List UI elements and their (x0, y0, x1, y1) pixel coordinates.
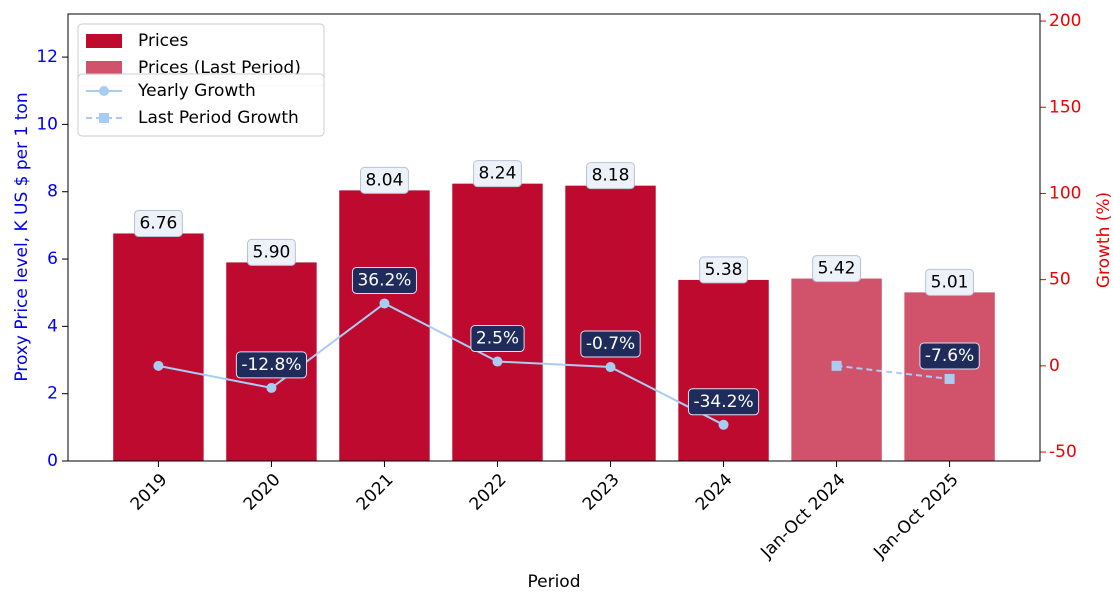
y-tick-label: 2 (47, 384, 58, 404)
bar (452, 183, 543, 461)
growth-label: 36.2% (351, 266, 417, 294)
bar-label-text: 8.18 (592, 166, 630, 186)
growth-label-text: -12.8% (241, 355, 301, 375)
growth-label-text: 36.2% (357, 270, 411, 290)
growth-label: -7.6% (919, 342, 980, 370)
growth-label-box (351, 266, 417, 294)
x-tick-label: 2020 (240, 470, 285, 515)
y2-axis-label: Growth (%) (1094, 192, 1113, 288)
y2-tick-label: 0 (1049, 356, 1060, 376)
bar (678, 279, 769, 461)
legend-label: Last Period Growth (138, 108, 299, 128)
bar-label-text: 5.90 (253, 242, 291, 262)
bar-label-text: 5.38 (705, 260, 743, 280)
bar-label: 5.42 (812, 255, 861, 283)
legend-marker (99, 86, 109, 96)
growth-label: -0.7% (580, 330, 641, 358)
x-tick-label: 2023 (579, 470, 624, 515)
growth-label: -12.8% (235, 351, 308, 379)
y2-tick-label: 50 (1049, 270, 1071, 290)
marker (831, 360, 842, 371)
growth-label-box (919, 342, 980, 370)
bar-label-box (925, 268, 975, 296)
x-tick-label: 2019 (127, 470, 172, 515)
bar-label-text: 8.24 (479, 164, 517, 184)
growth-label: 2.5% (470, 325, 525, 353)
x-tick-label: 2021 (353, 470, 398, 515)
bar-label: 8.18 (586, 162, 635, 190)
growth-label-text: -7.6% (925, 346, 974, 366)
bar-label: 6.76 (133, 209, 183, 237)
y2-tick-label: -50 (1049, 442, 1077, 462)
growth-label-text: 2.5% (476, 329, 519, 349)
legend-label: Prices (138, 31, 188, 51)
line (836, 364, 950, 380)
y2-tick-label: 200 (1049, 11, 1081, 31)
marker (266, 382, 277, 393)
legend-label: Yearly Growth (137, 81, 256, 101)
line (158, 302, 724, 426)
marker (492, 356, 503, 367)
growth-label-box (235, 351, 308, 379)
growth-label-text: -34.2% (693, 392, 753, 412)
bar-label-box (699, 256, 748, 284)
growth-label: -34.2% (687, 388, 760, 416)
y2-tick-label: 100 (1049, 183, 1081, 203)
marker (944, 373, 955, 384)
x-tick-label: 2024 (692, 470, 737, 515)
bar-label: 5.90 (247, 238, 296, 266)
y-tick-label: 0 (47, 451, 58, 471)
marker (379, 298, 390, 309)
legend-swatch (86, 34, 122, 48)
x-tick-label: 2022 (466, 470, 511, 515)
bar-label-text: 5.42 (818, 259, 856, 279)
bar (565, 185, 656, 461)
growth-label-box (687, 388, 760, 416)
growth-label-box (580, 330, 641, 358)
marker (605, 362, 616, 373)
growth-label-box (470, 325, 525, 353)
bar (113, 233, 204, 461)
bar-label-box (247, 238, 296, 266)
legend-swatch (86, 61, 122, 75)
legend-label: Prices (Last Period) (138, 58, 301, 78)
bar-label: 5.38 (699, 256, 748, 284)
y-tick-label: 6 (47, 249, 58, 269)
y-tick-label: 10 (36, 114, 58, 134)
bar-label-text: 6.76 (139, 213, 177, 233)
bar-label-box (360, 166, 409, 194)
marker (718, 419, 729, 430)
legend-frame (77, 73, 325, 137)
bar-label-box (586, 162, 635, 190)
plot-frame (67, 13, 1041, 462)
bar-label-box (812, 255, 861, 283)
legend-marker (99, 113, 109, 123)
growth-label-text: -0.7% (586, 334, 635, 354)
bar-label: 5.01 (925, 268, 975, 296)
bar-label-text: 8.04 (366, 170, 404, 190)
bar-label: 8.24 (473, 160, 522, 188)
y-tick-label: 8 (47, 182, 58, 202)
x-axis-label: Period (527, 572, 580, 592)
y-axis-label: Proxy Price level, K US $ per 1 ton (12, 92, 32, 381)
bar-label-box (133, 209, 183, 237)
x-tick-label: Jan-Oct 2025 (869, 470, 962, 563)
y2-tick-label: 150 (1049, 97, 1081, 117)
bar-label-text: 5.01 (931, 272, 969, 292)
x-tick-label: Jan-Oct 2024 (756, 470, 849, 563)
marker (153, 360, 164, 371)
bar (339, 190, 430, 461)
y-tick-label: 12 (36, 47, 58, 67)
y-tick-label: 4 (47, 316, 58, 336)
bar-label-box (473, 160, 522, 188)
bar-label: 8.04 (360, 166, 409, 194)
